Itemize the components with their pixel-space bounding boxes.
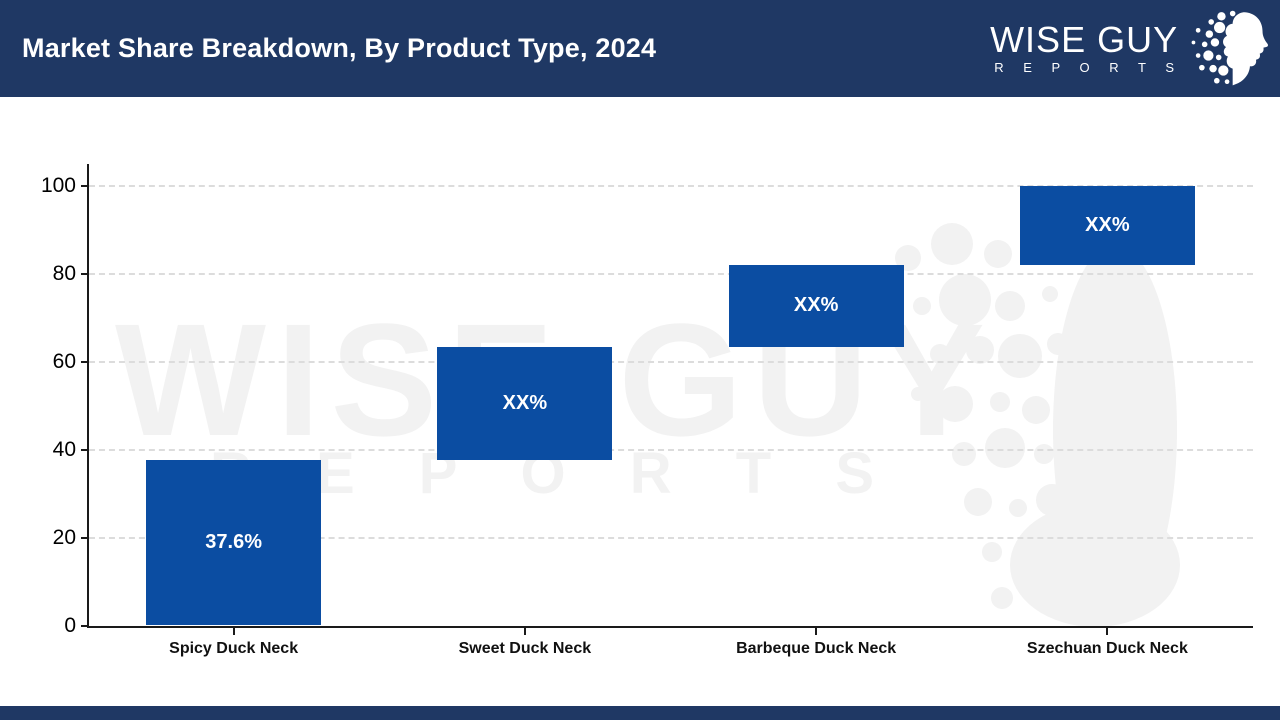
x-axis-category-label: Szechuan Duck Neck [1026, 639, 1188, 657]
bar [146, 460, 322, 626]
y-axis-tick-label: 0 [64, 613, 76, 637]
bar-value-label: XX% [502, 391, 548, 414]
bar-value-label: XX% [1085, 214, 1130, 236]
brand-logo: WISE GUY R E P O R T S [986, 7, 1280, 91]
dotted-face-icon [1191, 10, 1268, 85]
page-title: Market Share Breakdown, By Product Type,… [22, 33, 657, 63]
y-axis-line [87, 164, 89, 628]
x-axis-line [87, 625, 1253, 628]
y-axis-tick-label: 60 [52, 349, 76, 373]
bar-value-label: 37.6% [205, 531, 262, 554]
y-axis-tick [81, 185, 88, 187]
bar [437, 346, 613, 461]
gridline [89, 448, 1253, 451]
y-axis-tick-label: 100 [40, 174, 76, 197]
brand-logo-text: WISE GUY R E P O R T S [986, 19, 1182, 76]
bar-value-label: XX% [793, 294, 839, 317]
watermark-dotted-face [895, 223, 1180, 627]
x-axis-category-label: Barbeque Duck Neck [736, 639, 897, 657]
x-axis-tick [1106, 627, 1109, 635]
y-axis-tick-label: 80 [52, 261, 76, 285]
bar [728, 265, 904, 347]
y-axis-tick [81, 360, 88, 363]
footer-bar [0, 706, 1280, 720]
gridline [89, 185, 1253, 187]
gridline [89, 272, 1253, 275]
y-axis-tick [81, 536, 88, 539]
x-axis-tick [523, 627, 526, 635]
gridline [89, 536, 1253, 539]
brand-name: WISE GUY [990, 19, 1179, 60]
x-axis-tick [232, 627, 235, 635]
y-axis-tick-label: 20 [52, 525, 76, 549]
x-axis-category-label: Spicy Duck Neck [169, 639, 299, 657]
header-bar: Market Share Breakdown, By Product Type,… [0, 0, 1280, 97]
x-axis-category-label: Sweet Duck Neck [458, 639, 592, 657]
brand-subtitle: R E P O R T S [994, 60, 1182, 75]
y-axis-tick-label: 40 [52, 437, 76, 461]
y-axis-tick [81, 624, 88, 627]
gridline [89, 360, 1253, 363]
y-axis-tick [81, 272, 88, 275]
bar [1019, 186, 1195, 266]
x-axis-tick [815, 627, 818, 635]
y-axis-tick [81, 448, 88, 451]
